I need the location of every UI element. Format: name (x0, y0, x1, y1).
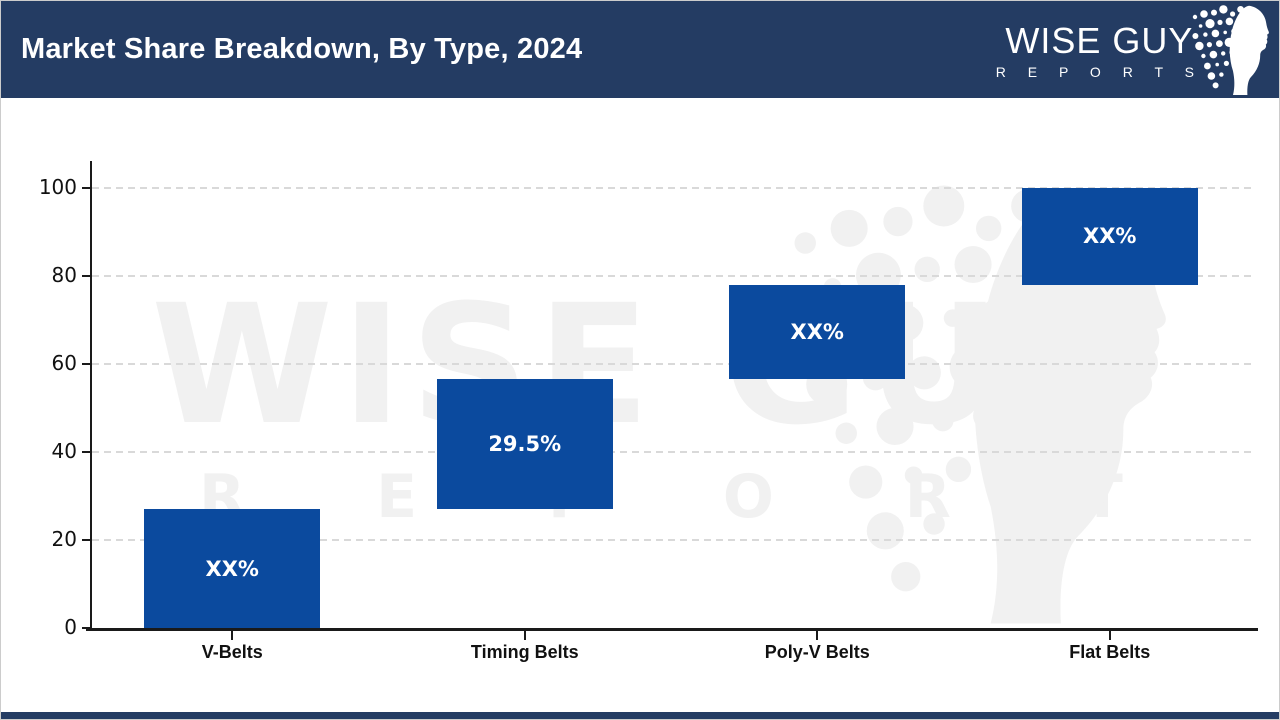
gridline-80 (92, 275, 1256, 277)
wise-guy-logo: WISE GUY R E P O R T S (996, 1, 1271, 98)
gridline-40 (92, 451, 1256, 453)
bar-value-label: XX% (790, 320, 844, 345)
y-tick-mark (82, 451, 91, 453)
gridline-60 (92, 363, 1256, 365)
x-tick-mark (816, 631, 819, 640)
bar-poly-v-belts: XX% (729, 284, 906, 380)
y-tick-label: 20 (51, 527, 77, 551)
y-tick-label: 60 (51, 351, 77, 375)
y-tick-mark (82, 363, 91, 365)
y-tick-mark (82, 627, 91, 629)
x-tick-mark (231, 631, 234, 640)
footer-bar (1, 712, 1279, 719)
x-axis-label: V-Belts (201, 642, 263, 662)
y-axis-line (90, 161, 92, 631)
gridline-20 (92, 539, 1256, 541)
x-axis-label: Timing Belts (470, 642, 579, 662)
x-axis-label: Flat Belts (1069, 642, 1151, 662)
gridline-100 (92, 187, 1256, 189)
y-tick-mark (82, 539, 91, 541)
y-tick-label: 40 (51, 439, 77, 463)
header-bar: Market Share Breakdown, By Type, 2024 WI… (1, 1, 1279, 98)
x-tick-mark (1108, 631, 1111, 640)
y-tick-mark (82, 187, 91, 189)
bar-flat-belts: XX% (1021, 188, 1198, 285)
y-tick-label: 80 (51, 263, 77, 287)
x-axis-line (86, 628, 1258, 631)
bar-value-label: XX% (205, 556, 259, 581)
x-tick-mark (523, 631, 526, 640)
bar-value-label: 29.5% (488, 432, 562, 457)
y-tick-mark (82, 275, 91, 277)
logo-face-icon (1192, 4, 1269, 95)
bar-timing-belts: 29.5% (436, 379, 613, 510)
y-tick-label: 0 (64, 615, 77, 639)
x-axis-label: Poly-V Belts (764, 642, 870, 662)
logo-text: WISE GUY R E P O R T S (996, 20, 1203, 80)
bar-value-label: XX% (1083, 224, 1137, 249)
logo-subtitle: R E P O R T S (995, 63, 1203, 80)
logo-wordmark: WISE GUY (1005, 19, 1194, 61)
bar-v-belts: XX% (144, 509, 321, 628)
y-tick-label: 100 (38, 175, 77, 199)
chart-title: Market Share Breakdown, By Type, 2024 (21, 33, 583, 65)
